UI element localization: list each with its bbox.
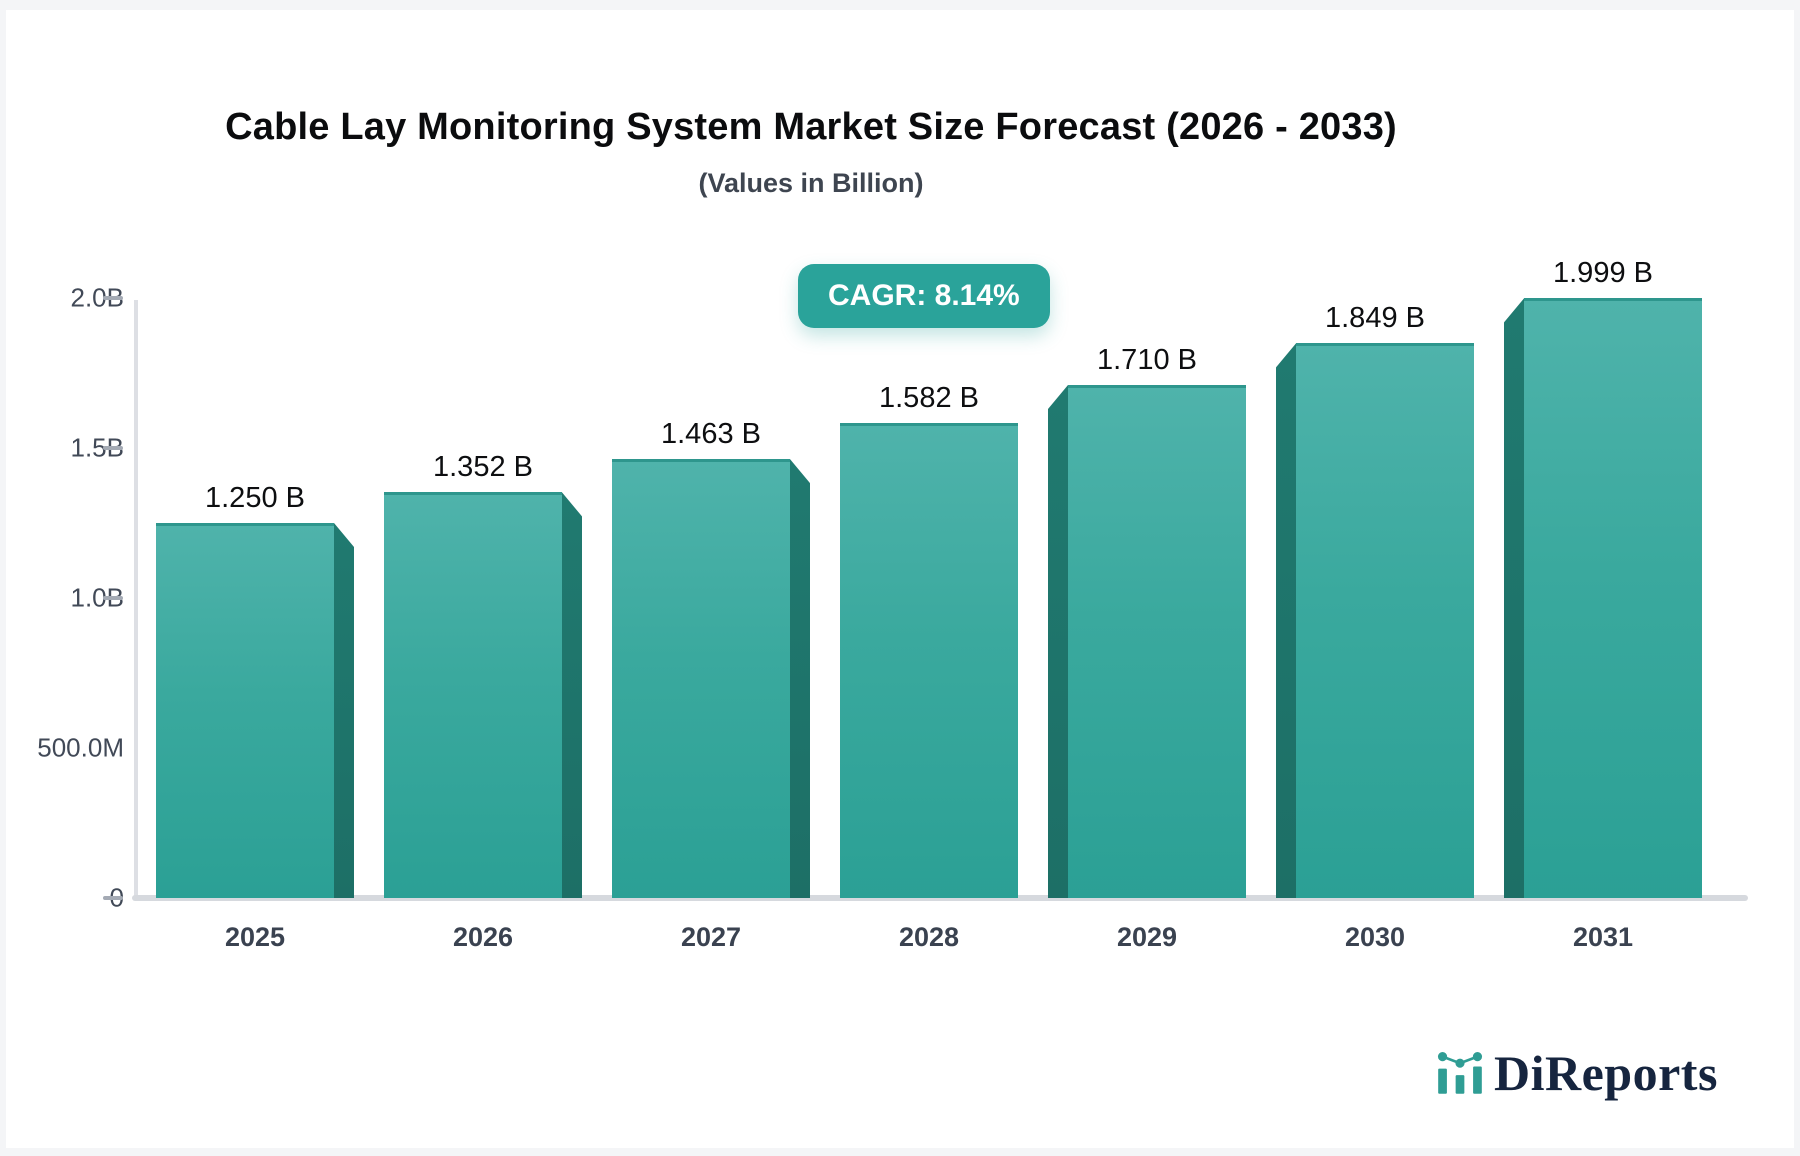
bar-2030: 1.849 B 2030 <box>1276 302 1474 952</box>
bar-2026: 1.352 B 2026 <box>384 451 582 952</box>
bar-side-3d <box>562 492 582 898</box>
bar-side-3d <box>1048 385 1068 898</box>
bar-face <box>612 459 790 898</box>
y-axis-label: 500.0M <box>37 732 124 763</box>
bar-face <box>1524 298 1702 898</box>
bar-2025: 1.250 B 2025 <box>156 482 354 952</box>
bar-value-label: 1.463 B <box>661 418 761 451</box>
brand-logo-text: DiReports <box>1494 1045 1718 1101</box>
bar-2028: 1.582 B 2028 <box>840 382 1018 952</box>
brand-logo: DiReports <box>1436 1044 1718 1102</box>
chart-subtitle: (Values in Billion) <box>698 168 924 198</box>
bar-face <box>156 523 334 898</box>
x-axis-label: 2025 <box>224 922 286 952</box>
x-axis-label: 2030 <box>1344 922 1406 952</box>
bar-value-label: 1.352 B <box>433 451 533 484</box>
x-axis-label: 2029 <box>1116 922 1178 952</box>
x-axis-label: 2028 <box>898 922 960 952</box>
y-axis-line <box>134 300 138 898</box>
bar-2027: 1.463 B 2027 <box>612 418 810 952</box>
bar-value-label: 1.582 B <box>879 382 979 415</box>
x-axis-label: 2031 <box>1572 922 1634 952</box>
y-axis-tick <box>103 896 123 900</box>
bars-plot-area: 1.250 B 2025 1.352 B 2026 1.463 B 2027 1.582 B… <box>156 257 1702 952</box>
y-axis-tick <box>103 596 123 600</box>
bar-value-label: 1.710 B <box>1097 344 1197 376</box>
y-axis-tick <box>103 296 123 300</box>
bar-face <box>840 423 1018 898</box>
bar-value-label: 1.999 B <box>1553 257 1653 290</box>
y-axis-tick <box>103 446 123 450</box>
bar-side-3d <box>1504 298 1524 898</box>
chart-title: Cable Lay Monitoring System Market Size … <box>225 106 1397 148</box>
bar-face <box>1068 385 1246 898</box>
bar-value-label: 1.849 B <box>1325 302 1425 335</box>
bar-2031: 1.999 B 2031 <box>1504 257 1702 952</box>
x-axis-label: 2026 <box>452 922 514 952</box>
bar-side-3d <box>790 459 810 898</box>
bar-value-label: 1.250 B <box>205 482 305 514</box>
bar-side-3d <box>1276 343 1296 898</box>
bar-2029: 1.710 B 2029 <box>1048 344 1246 952</box>
bar-face <box>384 492 562 898</box>
cagr-badge: CAGR: 8.14% <box>798 264 1050 328</box>
bar-side-3d <box>334 523 354 898</box>
x-axis-label: 2027 <box>680 922 742 952</box>
x-axis-baseline <box>132 895 1748 901</box>
bar-face <box>1296 343 1474 898</box>
chart-card: Cable Lay Monitoring System Market Size … <box>6 10 1794 1148</box>
bar-chart-logo-icon <box>1436 1049 1484 1097</box>
